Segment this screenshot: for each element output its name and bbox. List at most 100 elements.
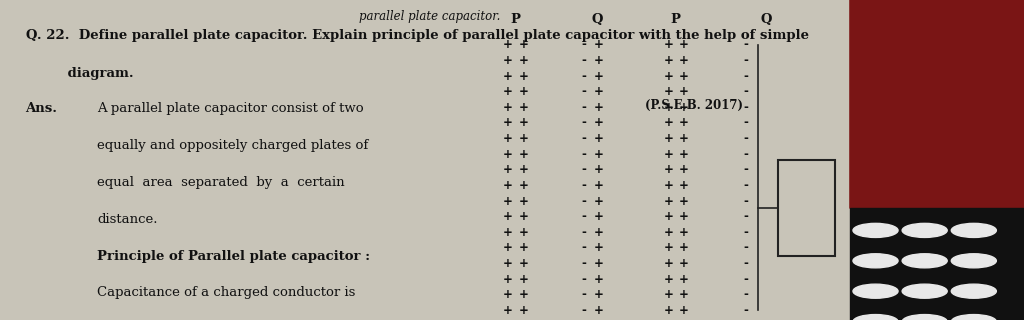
Text: +: +: [664, 210, 674, 223]
Text: +: +: [664, 38, 674, 51]
Text: +: +: [594, 179, 604, 192]
Text: -: -: [743, 54, 748, 67]
Text: +: +: [679, 195, 689, 208]
Text: -: -: [582, 273, 586, 286]
Text: +: +: [679, 257, 689, 270]
Text: Principle of Parallel plate capacitor :: Principle of Parallel plate capacitor :: [97, 250, 371, 263]
Circle shape: [902, 223, 947, 237]
Text: +: +: [518, 163, 528, 176]
Polygon shape: [850, 0, 1024, 320]
Text: +: +: [518, 304, 528, 317]
Text: +: +: [503, 163, 513, 176]
Text: +: +: [664, 288, 674, 301]
Text: +: +: [594, 288, 604, 301]
Text: +: +: [594, 85, 604, 98]
Text: +: +: [518, 273, 528, 286]
Text: -: -: [743, 116, 748, 129]
Text: +: +: [679, 179, 689, 192]
Text: Capacitance of a charged conductor is: Capacitance of a charged conductor is: [97, 286, 355, 300]
Text: +: +: [664, 226, 674, 239]
Text: -: -: [743, 85, 748, 98]
Text: Q: Q: [760, 12, 772, 26]
Text: -: -: [743, 69, 748, 83]
Text: +: +: [503, 69, 513, 83]
Text: -: -: [582, 132, 586, 145]
Text: +: +: [503, 54, 513, 67]
Text: +: +: [518, 38, 528, 51]
Polygon shape: [850, 208, 1024, 320]
Text: +: +: [664, 179, 674, 192]
Text: -: -: [743, 195, 748, 208]
Text: -: -: [582, 210, 586, 223]
Text: -: -: [582, 116, 586, 129]
Text: -: -: [743, 241, 748, 254]
Text: +: +: [679, 210, 689, 223]
Circle shape: [853, 254, 898, 268]
Text: +: +: [679, 101, 689, 114]
Text: +: +: [518, 195, 528, 208]
Text: +: +: [664, 241, 674, 254]
Bar: [778, 160, 835, 256]
Text: -: -: [743, 304, 748, 317]
Text: +: +: [664, 54, 674, 67]
Text: -: -: [582, 304, 586, 317]
Text: +: +: [594, 116, 604, 129]
Text: +: +: [679, 148, 689, 161]
Text: -: -: [582, 179, 586, 192]
Text: -: -: [743, 257, 748, 270]
Text: +: +: [664, 257, 674, 270]
Text: +: +: [503, 148, 513, 161]
Text: -: -: [582, 148, 586, 161]
Circle shape: [853, 284, 898, 298]
Text: +: +: [594, 101, 604, 114]
Text: +: +: [679, 132, 689, 145]
Text: +: +: [594, 38, 604, 51]
Text: +: +: [594, 54, 604, 67]
Text: (P.S.E.B. 2017): (P.S.E.B. 2017): [645, 99, 743, 112]
Text: +: +: [503, 210, 513, 223]
Text: -: -: [743, 132, 748, 145]
Text: +: +: [679, 69, 689, 83]
Text: +: +: [518, 54, 528, 67]
Circle shape: [902, 315, 947, 320]
Text: +: +: [503, 195, 513, 208]
Text: +: +: [518, 101, 528, 114]
Circle shape: [951, 315, 996, 320]
Text: +: +: [594, 195, 604, 208]
Text: -: -: [582, 54, 586, 67]
Text: +: +: [679, 116, 689, 129]
Text: +: +: [664, 163, 674, 176]
Circle shape: [902, 284, 947, 298]
Circle shape: [951, 284, 996, 298]
Text: +: +: [664, 273, 674, 286]
Text: +: +: [679, 304, 689, 317]
Text: -: -: [743, 148, 748, 161]
Text: +: +: [518, 85, 528, 98]
Text: +: +: [503, 257, 513, 270]
Text: Q: Q: [591, 12, 603, 26]
Text: equal  area  separated  by  a  certain: equal area separated by a certain: [97, 176, 345, 189]
Text: -: -: [582, 195, 586, 208]
Text: +: +: [594, 273, 604, 286]
Text: diagram.: diagram.: [26, 67, 133, 80]
Text: -: -: [582, 38, 586, 51]
Text: +: +: [664, 195, 674, 208]
Text: +: +: [679, 85, 689, 98]
Circle shape: [951, 223, 996, 237]
Text: +: +: [518, 179, 528, 192]
Text: +: +: [518, 226, 528, 239]
Text: parallel plate capacitor.: parallel plate capacitor.: [359, 10, 501, 23]
Text: +: +: [518, 116, 528, 129]
Text: -: -: [743, 273, 748, 286]
Text: -: -: [743, 288, 748, 301]
Text: +: +: [594, 257, 604, 270]
Text: +: +: [503, 226, 513, 239]
Text: -: -: [582, 257, 586, 270]
Text: +: +: [679, 273, 689, 286]
Text: +: +: [594, 210, 604, 223]
Text: +: +: [503, 273, 513, 286]
Text: A parallel plate capacitor consist of two: A parallel plate capacitor consist of tw…: [97, 102, 364, 116]
Circle shape: [902, 254, 947, 268]
Text: distance.: distance.: [97, 213, 158, 226]
Text: -: -: [743, 226, 748, 239]
